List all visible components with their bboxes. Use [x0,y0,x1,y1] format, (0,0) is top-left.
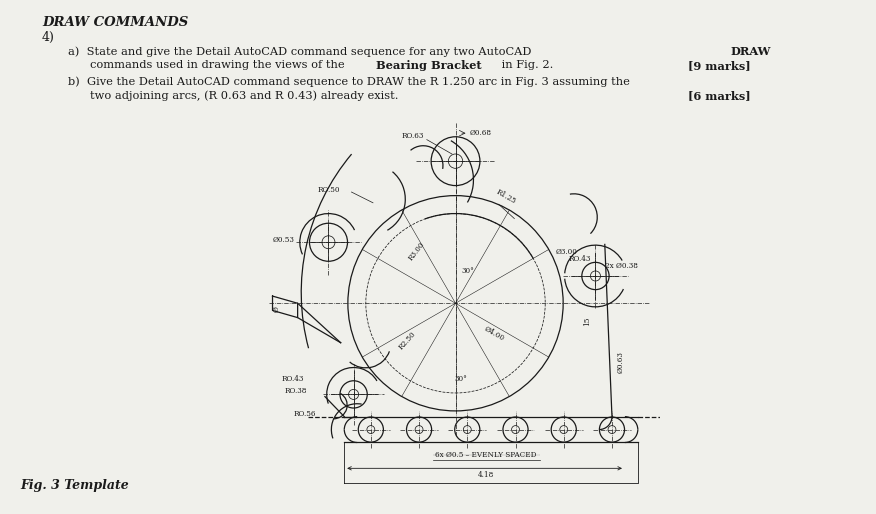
Text: Ø4.00: Ø4.00 [483,324,505,342]
Text: DRAW COMMANDS: DRAW COMMANDS [42,16,188,29]
Text: 30°: 30° [454,375,467,382]
Text: 4.18: 4.18 [477,471,494,480]
Text: RO.63: RO.63 [402,132,424,140]
Text: 30°: 30° [462,267,474,275]
Text: b)  Give the Detail AutoCAD command sequence to DRAW the R 1.250 arc in Fig. 3 a: b) Give the Detail AutoCAD command seque… [68,76,630,86]
Text: Ø0.68: Ø0.68 [470,129,491,137]
Text: RO.43: RO.43 [569,255,591,263]
Text: DRAW: DRAW [730,46,770,57]
Text: Ø: Ø [272,306,280,312]
Text: RO.38: RO.38 [285,387,307,395]
Text: Ø0.63: Ø0.63 [617,351,625,373]
Text: RO.56: RO.56 [294,411,316,418]
Text: in Fig. 2.: in Fig. 2. [498,60,554,70]
Text: 6x Ø0.5 – EVENLY SPACED: 6x Ø0.5 – EVENLY SPACED [435,451,536,460]
Text: a)  State and give the Detail AutoCAD command sequence for any two AutoCAD: a) State and give the Detail AutoCAD com… [68,46,535,57]
Text: Ø0.53: Ø0.53 [272,236,294,244]
Text: 15: 15 [583,317,591,326]
Text: RO.43: RO.43 [282,375,304,382]
Text: Fig. 3 Template: Fig. 3 Template [20,479,129,492]
Text: [6 marks]: [6 marks] [688,90,751,101]
Text: Bearing Bracket: Bearing Bracket [376,60,482,71]
Text: 2x Ø0.38: 2x Ø0.38 [604,262,638,270]
Text: R1.25: R1.25 [495,188,518,206]
Text: 4): 4) [42,31,55,44]
Text: Ø3.00: Ø3.00 [556,248,578,255]
Text: RO.50: RO.50 [318,186,340,194]
Text: [9 marks]: [9 marks] [688,60,751,71]
Text: commands used in drawing the views of the: commands used in drawing the views of th… [90,60,349,70]
Text: R2.50: R2.50 [397,330,417,351]
Text: two adjoining arcs, (R 0.63 and R 0.43) already exist.: two adjoining arcs, (R 0.63 and R 0.43) … [90,90,399,101]
Text: R3.00: R3.00 [406,241,427,263]
